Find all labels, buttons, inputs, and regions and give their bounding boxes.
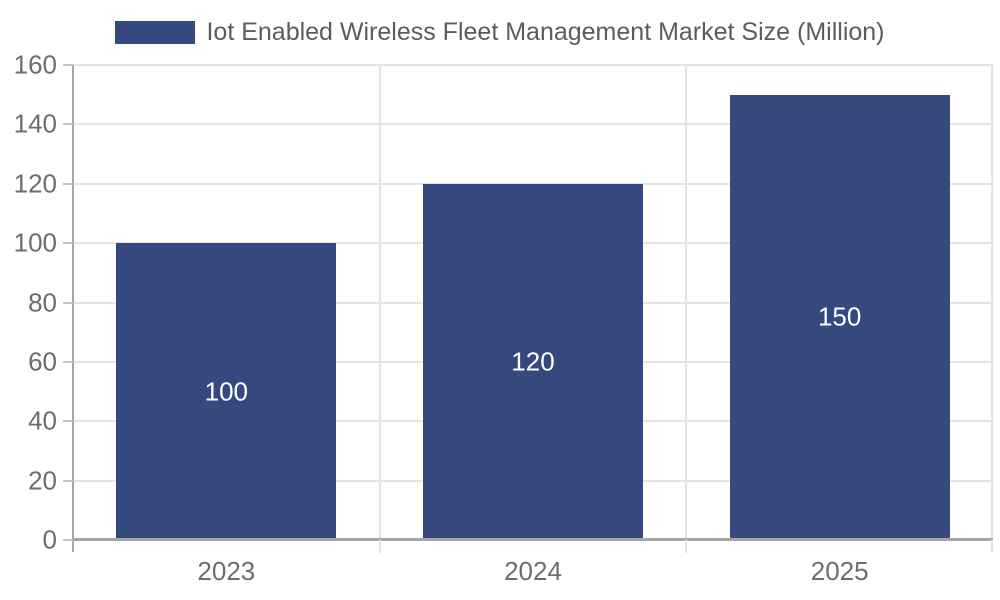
bar-value-label: 120 — [511, 346, 555, 377]
x-tick-mark — [378, 540, 381, 553]
y-tick-mark — [63, 360, 73, 363]
bar-2025: 150 — [729, 94, 950, 540]
x-tick-label: 2025 — [810, 556, 869, 586]
y-tick-label: 40 — [28, 405, 57, 436]
y-tick-mark — [63, 182, 73, 185]
x-axis: 2023 2024 2025 — [73, 556, 993, 590]
x-tick-label: 2023 — [197, 556, 256, 586]
y-tick-mark — [63, 123, 73, 126]
x-axis-spine — [73, 538, 993, 541]
h-gridline — [73, 123, 993, 126]
y-axis: 0 20 40 60 80 100 120 140 160 — [0, 50, 73, 555]
y-tick-label: 0 — [42, 524, 57, 555]
x-tick-mark — [991, 540, 993, 553]
y-tick-label: 20 — [28, 465, 57, 496]
x-tick-mark — [685, 540, 688, 553]
legend-swatch — [115, 20, 196, 44]
y-axis-spine — [72, 65, 74, 552]
bar-2024: 120 — [423, 183, 643, 540]
bar-2023: 100 — [116, 243, 337, 540]
plot-area: 100 120 150 — [73, 64, 993, 541]
y-tick-label: 60 — [28, 346, 57, 377]
bar-value-label: 150 — [817, 301, 862, 332]
chart-legend: Iot Enabled Wireless Fleet Management Ma… — [0, 17, 1000, 47]
legend-label: Iot Enabled Wireless Fleet Management Ma… — [206, 18, 885, 46]
y-tick-mark — [63, 64, 73, 66]
x-tick-label: 2024 — [504, 556, 562, 586]
v-gridline — [378, 65, 381, 540]
y-tick-label: 120 — [13, 168, 57, 199]
plot-right-border — [991, 65, 993, 540]
y-tick-label: 80 — [28, 287, 57, 317]
h-gridline — [73, 64, 993, 66]
y-tick-label: 140 — [13, 108, 57, 139]
y-tick-mark — [63, 301, 73, 304]
v-gridline — [685, 65, 688, 540]
y-tick-label: 160 — [13, 49, 57, 80]
y-tick-mark — [63, 479, 73, 482]
y-tick-mark — [63, 420, 73, 423]
y-tick-mark — [63, 242, 73, 245]
y-tick-label: 100 — [13, 227, 57, 258]
y-tick-mark — [63, 539, 73, 541]
bar-value-label: 100 — [204, 376, 249, 407]
